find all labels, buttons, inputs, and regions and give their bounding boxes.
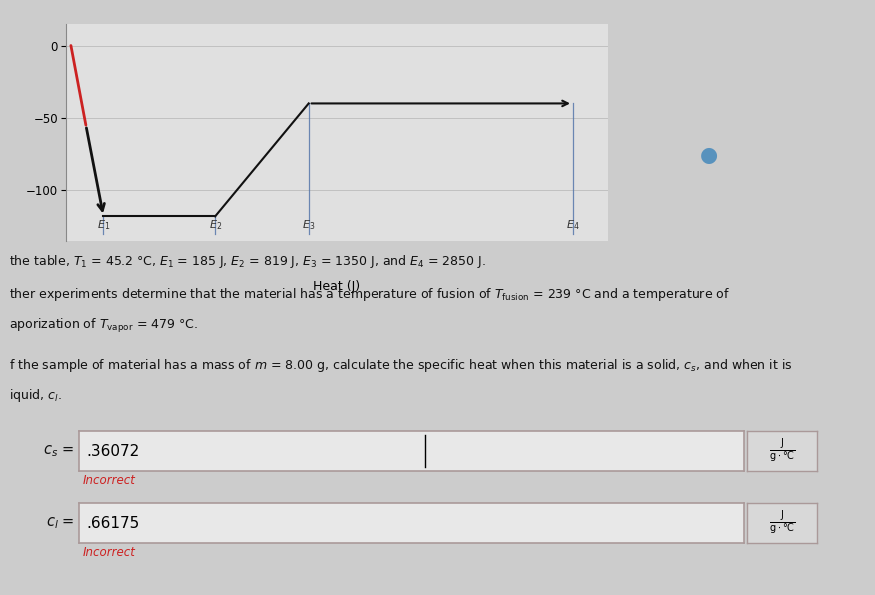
Text: $c_l$ =: $c_l$ =	[46, 515, 74, 531]
Text: f the sample of material has a mass of $m$ = 8.00 g, calculate the specific heat: f the sample of material has a mass of $…	[9, 357, 793, 374]
Text: Incorrect: Incorrect	[83, 474, 136, 487]
Text: $c_s$ =: $c_s$ =	[43, 443, 74, 459]
Text: $E_1$: $E_1$	[97, 218, 110, 232]
Text: $\frac{\rm J}{\rm g \cdot °C}$: $\frac{\rm J}{\rm g \cdot °C}$	[769, 509, 795, 537]
Text: aporization of $T_{\mathrm{vapor}}$ = 479 °C.: aporization of $T_{\mathrm{vapor}}$ = 47…	[9, 317, 198, 334]
Text: ther experiments determine that the material has a temperature of fusion of $T_{: ther experiments determine that the mate…	[9, 286, 730, 303]
Text: .66175: .66175	[87, 515, 140, 531]
Text: the table, $T_1$ = 45.2 °C, $E_1$ = 185 J, $E_2$ = 819 J, $E_3$ = 1350 J, and $E: the table, $T_1$ = 45.2 °C, $E_1$ = 185 …	[9, 253, 486, 270]
Text: iquid, $c_l$.: iquid, $c_l$.	[9, 387, 62, 404]
Text: Incorrect: Incorrect	[83, 546, 136, 559]
Text: .36072: .36072	[87, 443, 140, 459]
Text: $E_4$: $E_4$	[566, 218, 579, 232]
Text: $E_3$: $E_3$	[302, 218, 315, 232]
Text: $\frac{\rm J}{\rm g \cdot °C}$: $\frac{\rm J}{\rm g \cdot °C}$	[769, 437, 795, 465]
Text: ●: ●	[700, 145, 718, 165]
Text: Heat (J): Heat (J)	[313, 280, 360, 293]
Text: $E_2$: $E_2$	[208, 218, 221, 232]
